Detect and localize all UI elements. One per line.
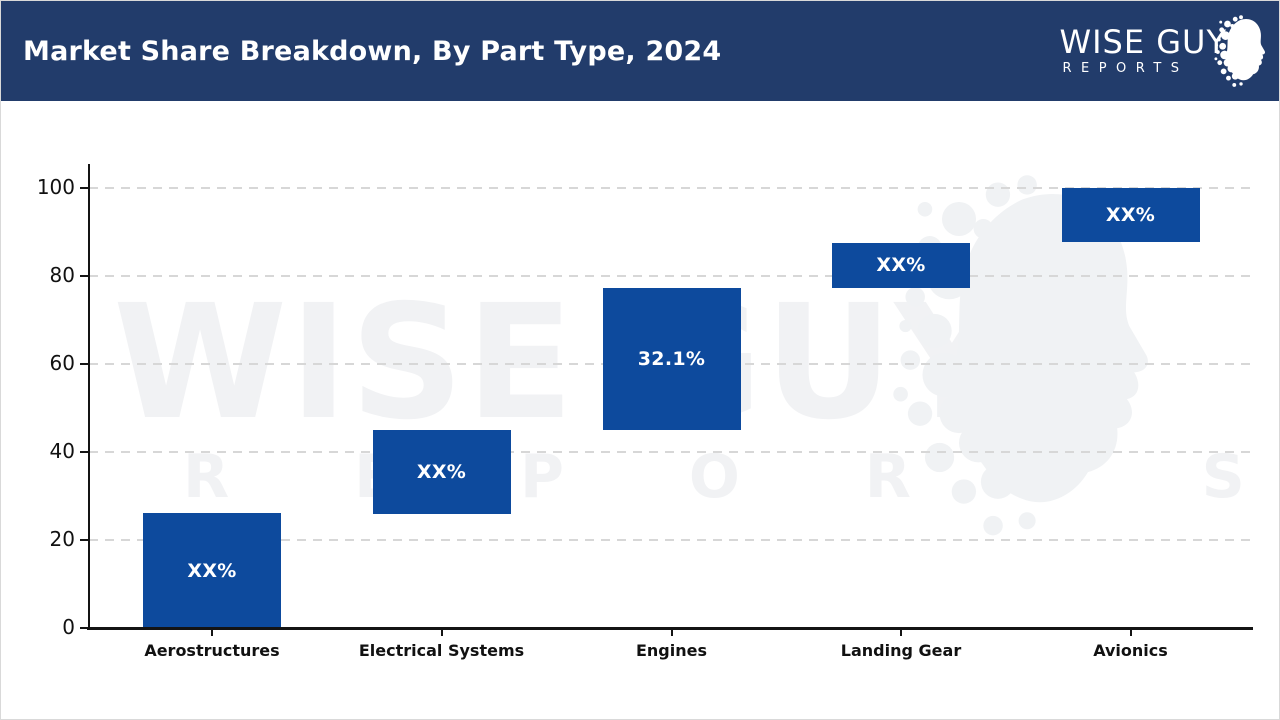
bar-value-label: XX% [187, 559, 237, 582]
bar: XX% [372, 430, 511, 515]
bar: XX% [832, 243, 970, 288]
x-tick-label: Aerostructures [144, 641, 280, 660]
y-tick-label: 20 [49, 527, 75, 551]
bar-value-label: XX% [876, 254, 926, 277]
x-tick [900, 628, 902, 636]
logo-wordmark: WISE GUY [1059, 23, 1227, 61]
y-tick [80, 627, 88, 629]
header-bar: Market Share Breakdown, By Part Type, 20… [1, 1, 1279, 101]
bar: XX% [143, 513, 281, 628]
wiseguy-head-icon [1213, 13, 1271, 93]
wiseguy-logo: WISE GUY REPORTS [1059, 11, 1271, 91]
bar-value-label: XX% [416, 461, 467, 484]
y-tick-label: 0 [62, 615, 75, 639]
x-tick [670, 628, 673, 636]
x-axis-line [87, 627, 1253, 630]
y-tick-label: 60 [49, 351, 75, 375]
y-tick [80, 275, 88, 277]
y-tick-label: 100 [36, 175, 75, 199]
gridline [89, 539, 1253, 541]
gridline [89, 451, 1253, 453]
page-title: Market Share Breakdown, By Part Type, 20… [23, 35, 722, 67]
y-tick-label: 40 [49, 439, 75, 463]
gridline [89, 187, 1253, 189]
x-tick-label: Avionics [1093, 641, 1168, 660]
y-tick [80, 363, 88, 365]
bar-value-label: 32.1% [637, 347, 706, 370]
x-tick [1129, 628, 1132, 636]
bar-value-label: XX% [1105, 204, 1156, 227]
y-tick [80, 539, 88, 541]
x-tick-label: Electrical Systems [358, 641, 525, 660]
y-tick-label: 80 [49, 263, 75, 287]
y-tick [80, 187, 88, 189]
y-axis-line [87, 164, 90, 630]
gridline [89, 275, 1253, 277]
logo-text: WISE GUY REPORTS [1059, 26, 1227, 76]
x-tick-label: Landing Gear [840, 641, 962, 660]
logo-subtext: REPORTS [1062, 61, 1189, 76]
x-tick [440, 628, 443, 636]
bar: 32.1% [602, 288, 741, 430]
x-tick-label: Engines [635, 641, 708, 660]
bar: XX% [1061, 188, 1200, 243]
x-tick [211, 628, 213, 636]
y-tick [80, 451, 88, 453]
